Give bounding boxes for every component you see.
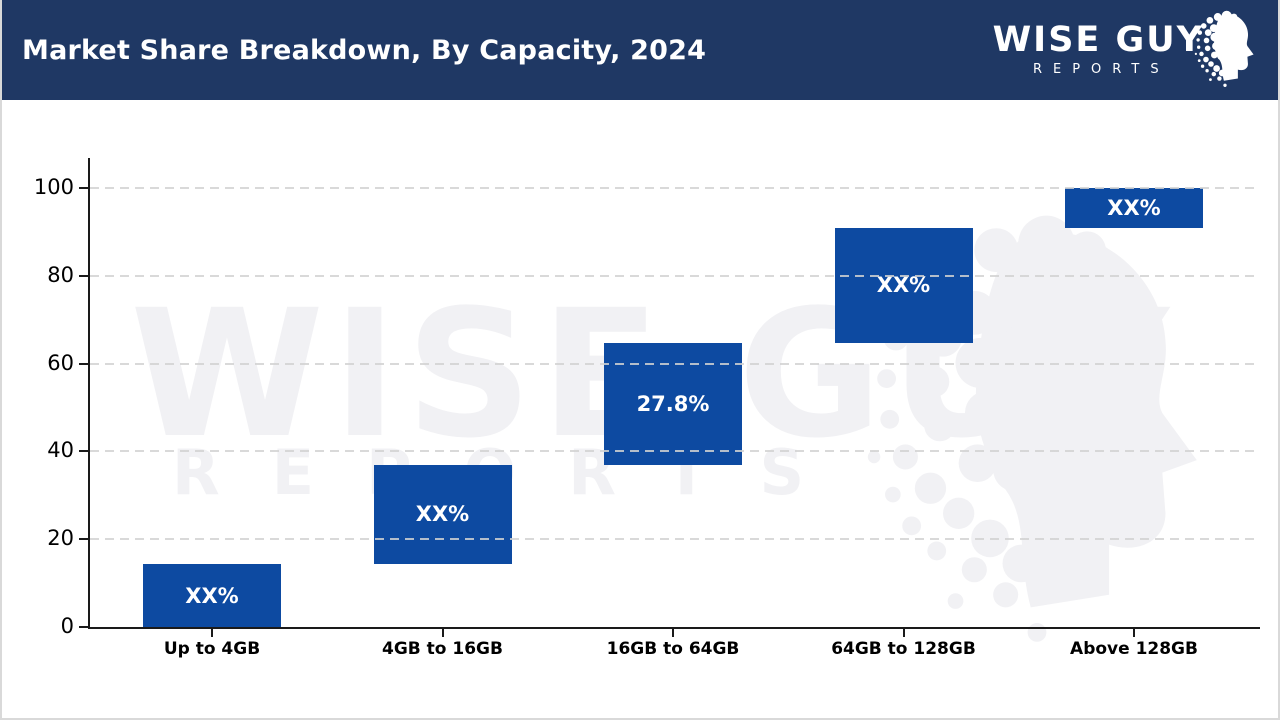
logo-subtitle: REPORTS	[1032, 62, 1170, 77]
bar-value-label: 27.8%	[636, 391, 710, 416]
x-tick-3	[902, 629, 905, 637]
x-label-3: 64GB to 128GB	[831, 639, 976, 659]
page-title: Market Share Breakdown, By Capacity, 202…	[22, 34, 707, 66]
bar-value-label: XX%	[876, 273, 931, 298]
x-label-1: 4GB to 16GB	[382, 639, 503, 659]
header-bar: Market Share Breakdown, By Capacity, 202…	[2, 0, 1278, 100]
x-tick-4	[1133, 629, 1135, 637]
x-axis-line	[88, 627, 1260, 629]
bar-value-label: XX%	[185, 583, 239, 608]
x-label-0: Up to 4GB	[163, 639, 261, 659]
y-tick-40	[79, 450, 88, 453]
watermark-text-reports: REPORTS	[172, 436, 857, 509]
y-tick-80	[79, 274, 88, 277]
y-axis-line	[88, 158, 90, 629]
gridline-80	[90, 274, 1258, 277]
y-tick-label-100: 100	[33, 175, 74, 199]
y-tick-label-0: 0	[60, 614, 74, 638]
y-tick-label-40: 40	[47, 438, 74, 463]
bar-16gb-to-64gb: 27.8%	[604, 342, 742, 465]
x-tick-1	[441, 629, 444, 637]
gridline-100	[90, 187, 1258, 189]
x-label-4: Above 128GB	[1070, 639, 1198, 659]
bar-value-label: XX%	[1107, 195, 1161, 220]
y-tick-label-60: 60	[47, 350, 74, 375]
logo-wordmark: WISE GUY	[992, 20, 1204, 60]
y-tick-60	[79, 362, 88, 365]
y-tick-20	[79, 538, 88, 541]
x-tick-2	[672, 629, 674, 637]
bar-above-128gb: XX%	[1065, 188, 1203, 228]
gridline-60	[90, 362, 1258, 365]
y-tick-100	[79, 187, 88, 189]
y-tick-label-80: 80	[47, 262, 74, 287]
y-tick-0	[79, 626, 88, 628]
gridline-20	[90, 538, 1258, 541]
bar-64gb-to-128gb: XX%	[834, 227, 973, 343]
bar-4gb-to-16gb: XX%	[373, 464, 512, 565]
brand-logo: WISE GUY REPORTS	[993, 8, 1260, 92]
gridline-40	[90, 450, 1258, 453]
x-label-2: 16GB to 64GB	[606, 639, 740, 659]
bar-up-to-4gb: XX%	[143, 564, 281, 627]
bar-value-label: XX%	[415, 502, 470, 527]
y-tick-label-20: 20	[47, 526, 74, 551]
x-tick-0	[211, 629, 213, 637]
